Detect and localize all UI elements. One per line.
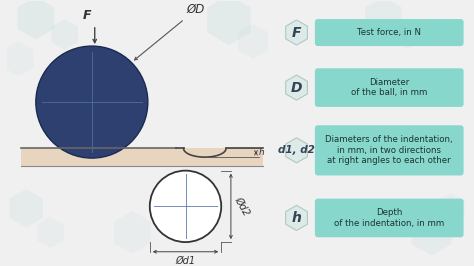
FancyBboxPatch shape [315,19,464,46]
Polygon shape [286,20,308,45]
Text: ØD: ØD [186,3,205,16]
Text: d1, d2: d1, d2 [278,145,315,155]
Polygon shape [18,0,54,39]
FancyBboxPatch shape [315,199,464,237]
Polygon shape [207,0,251,45]
FancyBboxPatch shape [315,68,464,107]
Polygon shape [286,205,308,231]
Bar [176,148,263,166]
Text: h: h [292,211,301,225]
Text: Diameter
of the ball, in mm: Diameter of the ball, in mm [351,78,428,97]
Polygon shape [395,20,420,49]
Polygon shape [411,209,452,256]
Polygon shape [114,211,151,254]
FancyBboxPatch shape [315,125,464,176]
Polygon shape [9,189,43,228]
Text: D: D [291,81,302,95]
Text: Diameters of the indentation,
in mm, in two directions
at right angles to each o: Diameters of the indentation, in mm, in … [326,135,453,165]
Ellipse shape [150,171,221,242]
Text: Ød2: Ød2 [233,195,252,218]
Polygon shape [365,0,402,39]
Polygon shape [37,217,64,248]
Text: Depth
of the indentation, in mm: Depth of the indentation, in mm [334,208,444,228]
Text: Ød1: Ød1 [175,256,196,266]
Ellipse shape [36,46,148,158]
Text: F: F [83,9,91,22]
Text: F: F [292,26,301,40]
Bar [21,148,176,166]
Polygon shape [3,41,34,76]
Text: Test force, in N: Test force, in N [357,28,421,37]
Text: h: h [259,148,264,157]
Polygon shape [438,193,465,224]
Polygon shape [286,138,308,163]
Polygon shape [286,75,308,100]
Polygon shape [51,19,78,50]
Polygon shape [238,24,268,59]
